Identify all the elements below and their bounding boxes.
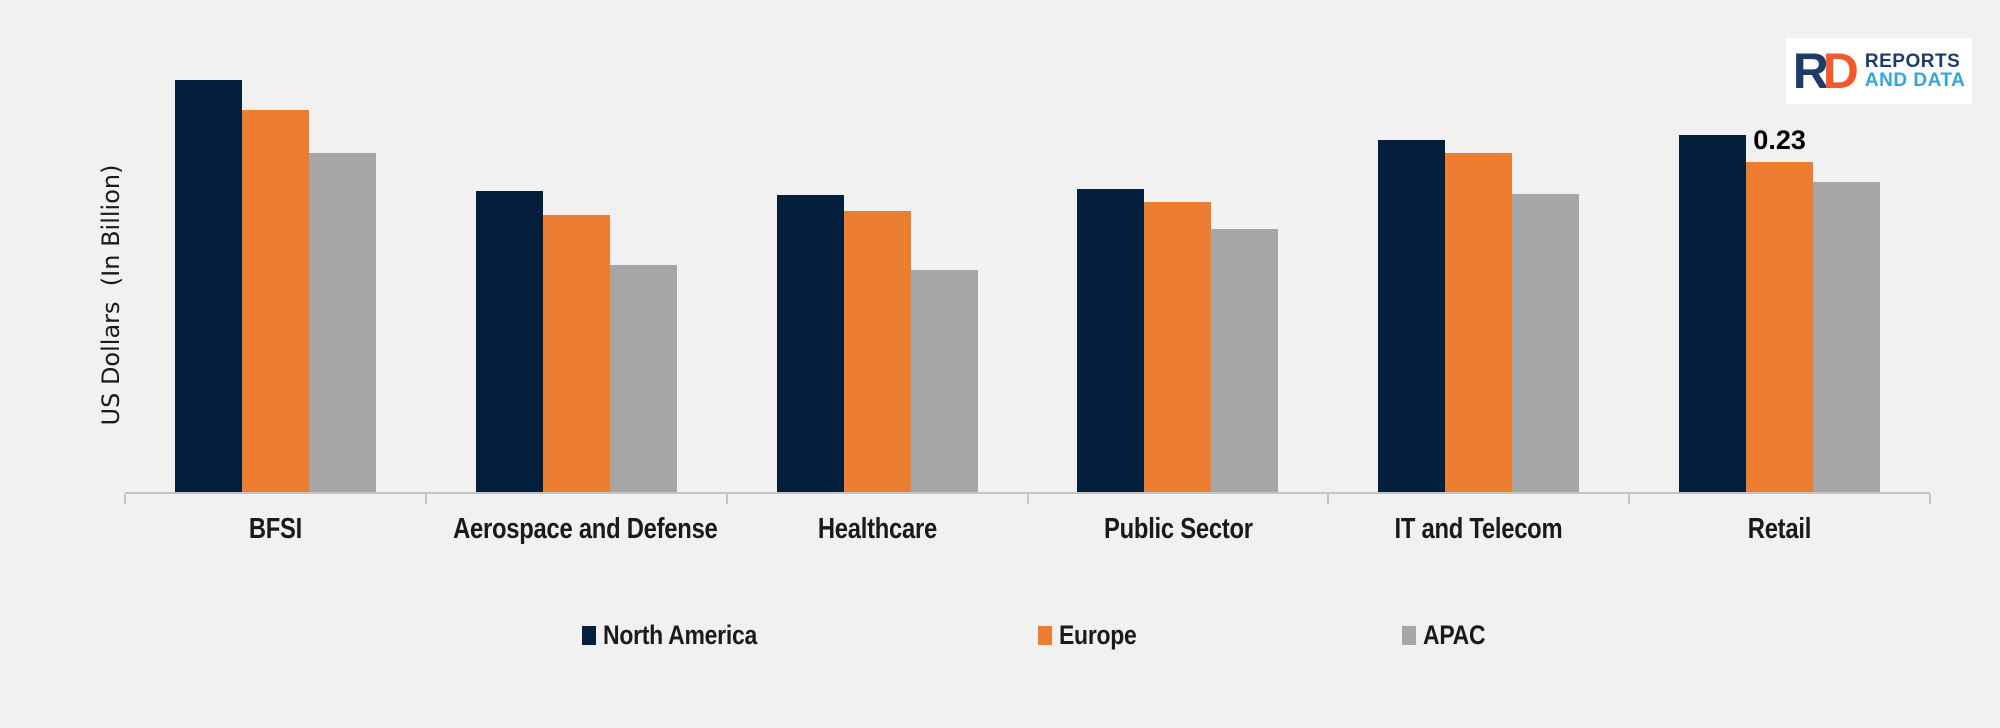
logo-mark: R D [1793,46,1859,96]
bar-europe-public-sector [1144,202,1212,492]
x-axis-tick [725,494,728,504]
logo-d-glyph: D [1822,43,1859,99]
category-label-retail: Retail [1747,513,1812,545]
legend-swatch-europe [1038,625,1052,645]
legend-label-north-america: North America [603,619,757,650]
legend-item-europe: Europe [1038,619,1150,650]
bar-europe-aerospace-and-defense [542,215,610,492]
x-axis-line [125,492,1930,494]
bar-north-america-retail [1679,135,1747,492]
legend-item-apac: APAC [1402,619,1496,650]
category-label-aerospace-and-defense: Aerospace and Defense [452,513,718,545]
category-label-public-sector: Public Sector [1103,513,1253,545]
bar-north-america-public-sector [1077,189,1145,492]
x-axis-tick [1327,494,1330,504]
bar-europe-healthcare [843,211,911,492]
logo-r-glyph: R [1792,43,1829,99]
legend-swatch-apac [1402,625,1416,645]
bar-north-america-healthcare [776,195,844,492]
x-axis-tick [124,494,126,504]
x-axis-tick [1628,494,1631,504]
bar-europe-bfsi [241,110,309,492]
bar-north-america-it-and-telecom [1378,140,1446,492]
x-axis-tick [424,494,427,504]
x-axis-tick [1929,494,1931,504]
bar-europe-retail [1746,162,1814,492]
bar-apac-it-and-telecom [1512,194,1580,492]
category-label-it-and-telecom: IT and Telecom [1394,513,1563,545]
bar-apac-retail [1813,182,1881,492]
legend-item-north-america: North America [582,619,784,650]
bar-apac-bfsi [308,153,376,492]
bar-apac-healthcare [910,270,978,492]
bar-europe-it-and-telecom [1445,153,1513,492]
bar-apac-aerospace-and-defense [609,265,677,492]
legend-swatch-north-america [582,625,596,645]
category-label-healthcare: Healthcare [817,513,937,545]
legend-label-europe: Europe [1059,619,1137,650]
bar-north-america-aerospace-and-defense [475,191,543,492]
logo-text: REPORTS AND DATA [1865,52,1965,90]
legend-label-apac: APAC [1423,619,1486,650]
data-label-europe-retail: 0.23 [1753,125,1806,155]
reports-and-data-logo: R D REPORTS AND DATA [1786,38,1972,104]
bar-north-america-bfsi [174,80,242,492]
bar-apac-public-sector [1211,229,1279,492]
logo-line-and-data: AND DATA [1864,70,1966,91]
x-axis-tick [1026,494,1029,504]
category-label-bfsi: BFSI [248,513,303,545]
logo-line-reports: REPORTS [1864,51,1961,72]
